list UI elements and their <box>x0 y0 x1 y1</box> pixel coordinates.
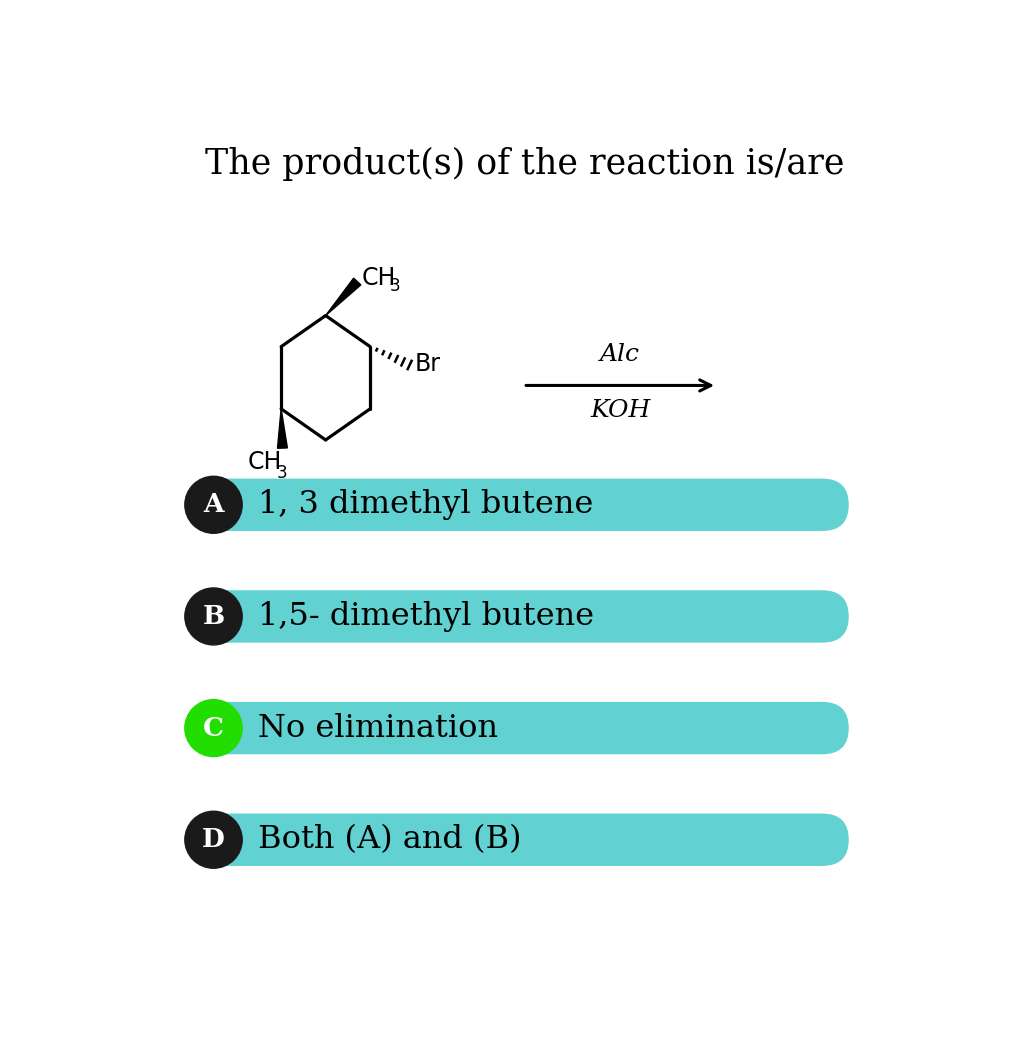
Text: 1,5- dimethyl butene: 1,5- dimethyl butene <box>258 601 594 631</box>
Circle shape <box>185 476 243 533</box>
Polygon shape <box>326 278 360 316</box>
Text: C: C <box>203 716 224 740</box>
FancyBboxPatch shape <box>198 813 849 866</box>
Text: No elimination: No elimination <box>258 713 499 743</box>
Circle shape <box>185 700 243 756</box>
Text: A: A <box>204 492 224 517</box>
Text: The product(s) of the reaction is/are: The product(s) of the reaction is/are <box>205 147 845 181</box>
Text: B: B <box>203 604 224 629</box>
FancyBboxPatch shape <box>198 478 849 531</box>
FancyBboxPatch shape <box>198 590 849 643</box>
Polygon shape <box>278 409 288 448</box>
Circle shape <box>185 811 243 868</box>
Text: D: D <box>202 827 225 852</box>
Text: Br: Br <box>415 353 440 376</box>
Text: 3: 3 <box>276 464 287 482</box>
Circle shape <box>185 588 243 645</box>
Text: KOH: KOH <box>590 399 650 422</box>
Text: 3: 3 <box>390 277 400 295</box>
FancyBboxPatch shape <box>198 702 849 754</box>
Text: Both (A) and (B): Both (A) and (B) <box>258 825 522 855</box>
Text: CH: CH <box>361 266 396 289</box>
Text: 1, 3 dimethyl butene: 1, 3 dimethyl butene <box>258 489 594 521</box>
Text: Alc: Alc <box>600 343 640 366</box>
Text: CH: CH <box>248 450 282 474</box>
